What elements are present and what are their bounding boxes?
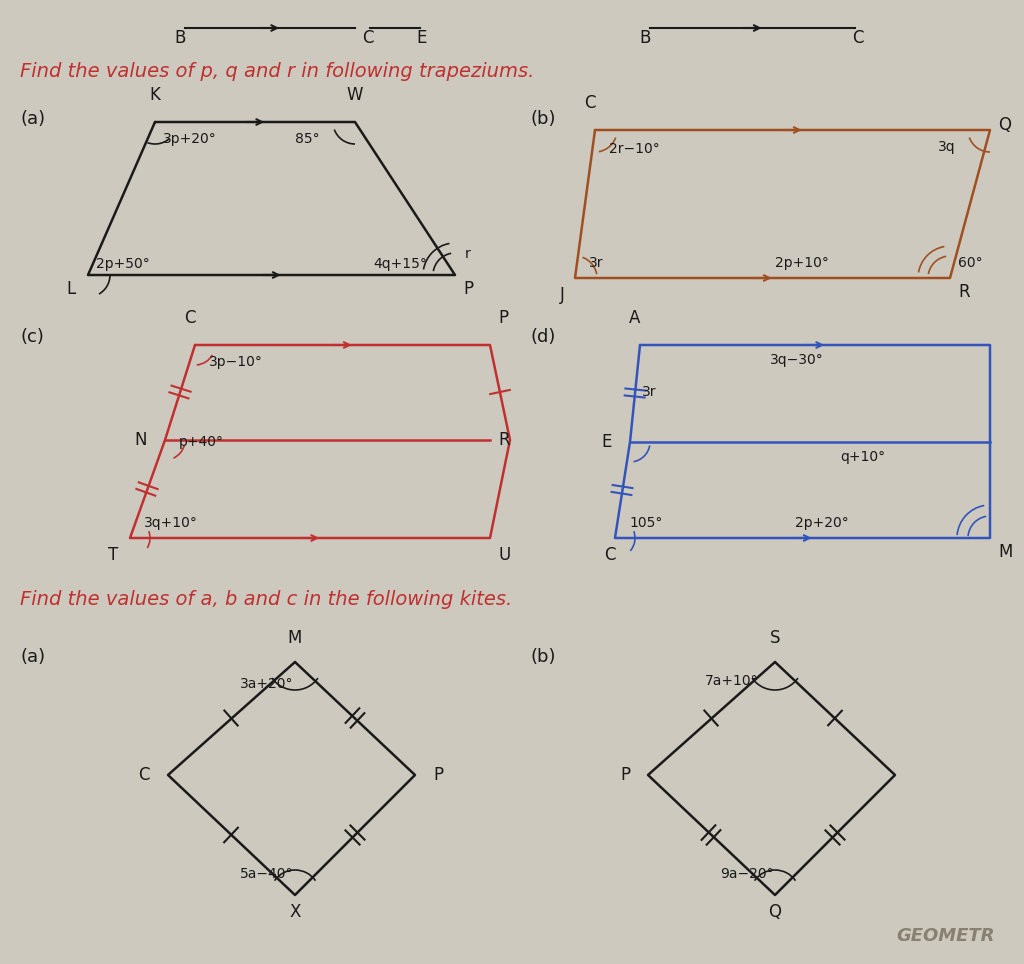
Text: 3q+10°: 3q+10° — [144, 516, 198, 530]
Text: B: B — [174, 29, 185, 47]
Text: 3q−30°: 3q−30° — [770, 353, 823, 367]
Text: 4q+15°: 4q+15° — [373, 257, 427, 271]
Text: Find the values of a, b and c in the following kites.: Find the values of a, b and c in the fol… — [20, 590, 512, 609]
Text: 2p+20°: 2p+20° — [795, 516, 849, 530]
Text: (b): (b) — [530, 648, 555, 666]
Text: U: U — [498, 546, 510, 564]
Text: 85°: 85° — [295, 132, 319, 146]
Text: (a): (a) — [20, 110, 45, 128]
Text: R: R — [498, 431, 510, 449]
Text: B: B — [639, 29, 650, 47]
Text: 3p+20°: 3p+20° — [163, 132, 217, 146]
Text: 3q: 3q — [938, 140, 955, 154]
Text: E: E — [602, 433, 612, 451]
Text: W: W — [347, 86, 364, 104]
Text: A: A — [630, 309, 641, 327]
Text: 60°: 60° — [958, 256, 983, 270]
Text: (c): (c) — [20, 328, 44, 346]
Text: 2p+50°: 2p+50° — [96, 257, 150, 271]
Text: J: J — [560, 286, 565, 304]
Text: R: R — [958, 283, 970, 301]
Text: q+10°: q+10° — [840, 450, 885, 464]
Text: L: L — [67, 280, 76, 298]
Text: r: r — [465, 247, 471, 261]
Text: E: E — [417, 29, 427, 47]
Text: M: M — [998, 543, 1013, 561]
Text: 7a+10°: 7a+10° — [705, 674, 759, 688]
Text: S: S — [770, 629, 780, 647]
Text: P: P — [463, 280, 473, 298]
Text: 2r−10°: 2r−10° — [609, 142, 659, 156]
Text: (b): (b) — [530, 110, 555, 128]
Text: p+40°: p+40° — [179, 435, 224, 449]
Text: X: X — [290, 903, 301, 921]
Text: C: C — [138, 766, 150, 784]
Text: 3r: 3r — [589, 256, 603, 270]
Text: T: T — [108, 546, 118, 564]
Text: 3a+20°: 3a+20° — [240, 677, 294, 691]
Text: Find the values of p, q and r in following trapeziums.: Find the values of p, q and r in followi… — [20, 62, 535, 81]
Text: C: C — [852, 29, 864, 47]
Text: GEOMETR: GEOMETR — [896, 927, 995, 945]
Text: C: C — [604, 546, 615, 564]
Text: (a): (a) — [20, 648, 45, 666]
Text: C: C — [362, 29, 374, 47]
Text: 3p−10°: 3p−10° — [209, 355, 263, 369]
Text: Q: Q — [768, 903, 781, 921]
Text: K: K — [150, 86, 161, 104]
Text: M: M — [288, 629, 302, 647]
Text: Q: Q — [998, 116, 1011, 134]
Text: 3r: 3r — [642, 385, 656, 399]
Text: 2p+10°: 2p+10° — [775, 256, 828, 270]
Text: N: N — [134, 431, 147, 449]
Text: P: P — [620, 766, 630, 784]
Text: 105°: 105° — [629, 516, 663, 530]
Text: 9a−20°: 9a−20° — [720, 867, 773, 881]
Text: P: P — [498, 309, 508, 327]
Text: P: P — [433, 766, 443, 784]
Text: (d): (d) — [530, 328, 555, 346]
Text: C: C — [184, 309, 196, 327]
Text: C: C — [585, 94, 596, 112]
Text: 5a−40°: 5a−40° — [240, 867, 294, 881]
